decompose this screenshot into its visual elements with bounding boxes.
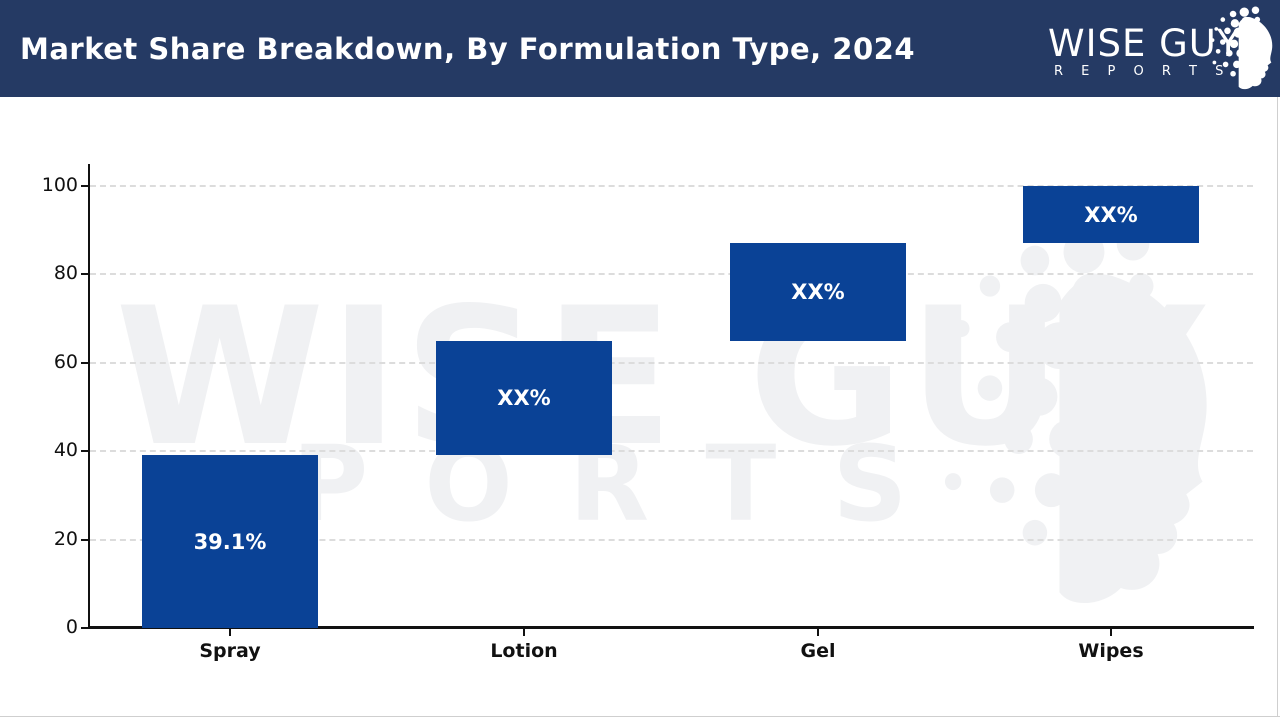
bottom-border-line	[0, 716, 1280, 717]
bar-spray: 39.1%	[142, 455, 318, 628]
x-tick-mark	[229, 629, 231, 636]
bar-value-label: XX%	[791, 280, 845, 305]
bar-gel: XX%	[730, 243, 906, 341]
gridline-20	[90, 538, 1253, 541]
x-tick-mark	[1110, 629, 1112, 636]
bar-value-label: XX%	[497, 385, 551, 410]
logo-wordmark: WISE GUY	[1048, 22, 1241, 65]
y-tick-label: 40	[53, 439, 78, 462]
page-title: Market Share Breakdown, By Formulation T…	[20, 31, 915, 66]
x-tick-label-spray: Spray	[199, 640, 261, 662]
y-tick-mark	[81, 361, 88, 364]
x-axis-line	[88, 626, 1254, 629]
y-tick-label: 60	[53, 350, 78, 373]
gridline-60	[90, 361, 1253, 364]
right-border-line	[1277, 97, 1278, 717]
y-tick-label: 20	[53, 527, 78, 550]
x-tick-mark	[523, 629, 525, 636]
x-tick-mark	[817, 629, 819, 636]
gridline-100	[90, 185, 1253, 187]
y-tick-mark	[81, 273, 88, 276]
wise-guy-logo: WISE GUY R E P O R T S	[1020, 0, 1280, 97]
x-tick-label-lotion: Lotion	[490, 640, 558, 662]
y-tick-mark	[81, 627, 88, 629]
y-tick-mark	[81, 450, 88, 453]
gridline-40	[90, 450, 1253, 453]
y-tick-mark	[81, 185, 88, 187]
header-banner: Market Share Breakdown, By Formulation T…	[0, 0, 1280, 97]
y-tick-label: 0	[65, 616, 78, 638]
bar-value-label: XX%	[1084, 202, 1138, 227]
logo-head-icon	[1210, 6, 1273, 90]
y-tick-mark	[81, 538, 88, 541]
y-axis-line	[88, 164, 90, 629]
bar-value-label: 39.1%	[193, 529, 267, 554]
y-tick-label: 100	[41, 174, 78, 196]
y-tick-label: 80	[53, 262, 78, 285]
gridline-80	[90, 273, 1253, 276]
x-tick-label-wipes: Wipes	[1078, 640, 1144, 662]
logo-subtitle: R E P O R T S	[1054, 64, 1231, 79]
bar-wipes: XX%	[1023, 186, 1199, 244]
bar-lotion: XX%	[436, 340, 612, 456]
x-tick-label-gel: Gel	[800, 640, 836, 662]
